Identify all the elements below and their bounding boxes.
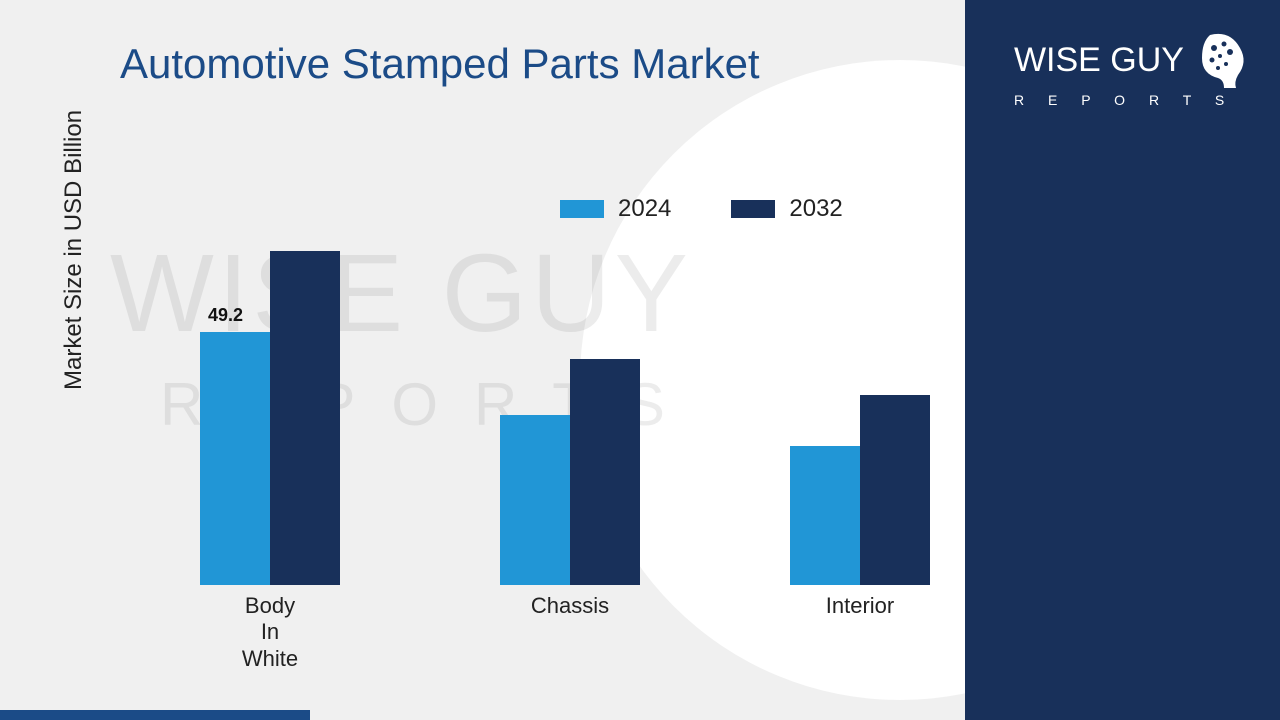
bar [270,251,340,585]
bar-group [200,251,340,585]
chart-canvas: WISE GUY R E P O R T S Automotive Stampe… [0,0,1280,720]
logo-head-icon [1190,30,1250,90]
x-tick-label: Chassis [500,593,640,619]
legend-item-2024: 2024 [560,195,671,223]
bar [500,415,570,585]
legend-label-2032: 2032 [789,195,842,223]
logo-text-sub: R E P O R T S [1014,92,1250,108]
x-tick-label: Interior [790,593,930,619]
bar [860,395,930,585]
chart-plot-area: BodyInWhiteChassisInterior49.2 [140,225,960,585]
legend-swatch-2032 [731,200,775,218]
legend-label-2024: 2024 [618,195,671,223]
y-axis-label: Market Size in USD Billion [60,110,88,390]
bottom-accent-bar [0,710,310,720]
chart-title: Automotive Stamped Parts Market [120,40,760,88]
legend-item-2032: 2032 [731,195,842,223]
bar [790,446,860,585]
bar-group [790,395,930,585]
brand-logo: WISE GUY R E P O R T S [1014,30,1250,108]
bar [200,332,270,585]
bar-value-label: 49.2 [208,305,243,326]
right-brand-panel [965,0,1280,720]
bar [570,359,640,585]
legend: 2024 2032 [560,195,843,223]
legend-swatch-2024 [560,200,604,218]
bar-group [500,359,640,585]
x-tick-label: BodyInWhite [200,593,340,672]
logo-text-main: WISE GUY [1014,43,1184,77]
